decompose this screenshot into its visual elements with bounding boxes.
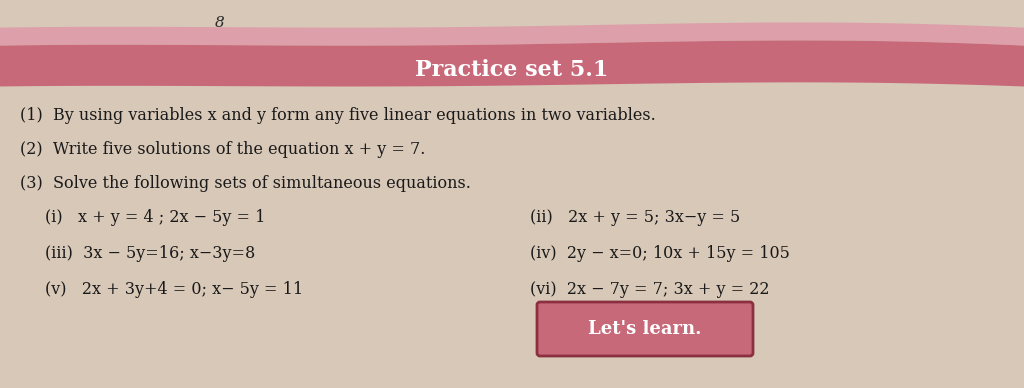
- Polygon shape: [0, 23, 1024, 46]
- Text: (iii)  3x − 5y=16; x−3y=8: (iii) 3x − 5y=16; x−3y=8: [45, 246, 255, 263]
- Polygon shape: [0, 40, 1024, 87]
- Text: (iv)  2y − x=0; 10x + 15y = 105: (iv) 2y − x=0; 10x + 15y = 105: [530, 246, 790, 263]
- Text: Let's learn.: Let's learn.: [588, 320, 701, 338]
- Text: 8: 8: [215, 16, 225, 30]
- Text: (3)  Solve the following sets of simultaneous equations.: (3) Solve the following sets of simultan…: [20, 175, 471, 192]
- Text: (2)  Write five solutions of the equation x + y = 7.: (2) Write five solutions of the equation…: [20, 142, 425, 159]
- Text: (v)   2x + 3y+4 = 0; x− 5y = 11: (v) 2x + 3y+4 = 0; x− 5y = 11: [45, 282, 303, 298]
- FancyBboxPatch shape: [537, 302, 753, 356]
- Text: (1)  By using variables x and y form any five linear equations in two variables.: (1) By using variables x and y form any …: [20, 107, 655, 125]
- Text: (ii)   2x + y = 5; 3x−y = 5: (ii) 2x + y = 5; 3x−y = 5: [530, 210, 740, 227]
- Text: (i)   x + y = 4 ; 2x − 5y = 1: (i) x + y = 4 ; 2x − 5y = 1: [45, 210, 265, 227]
- Text: Practice set 5.1: Practice set 5.1: [416, 59, 608, 81]
- Text: (vi)  2x − 7y = 7; 3x + y = 22: (vi) 2x − 7y = 7; 3x + y = 22: [530, 282, 769, 298]
